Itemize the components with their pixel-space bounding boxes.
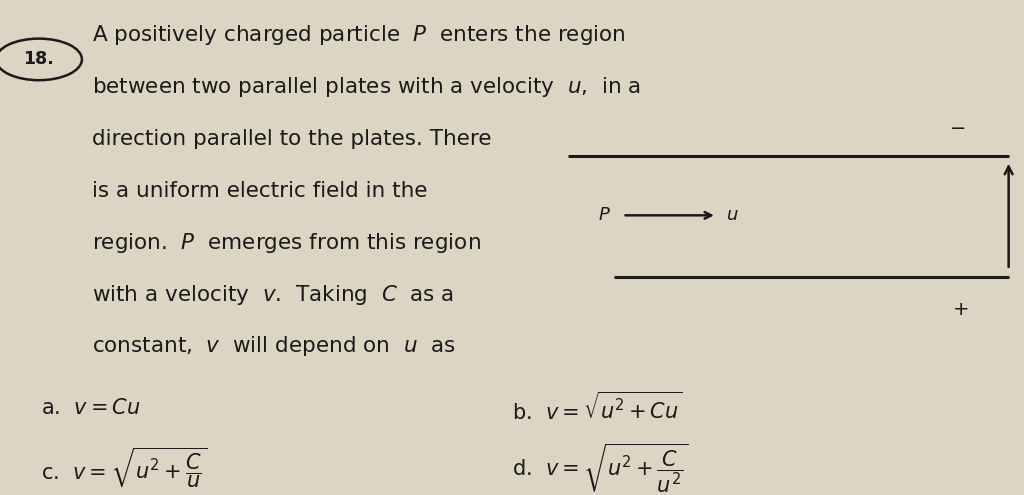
Text: A positively charged particle  $P$  enters the region: A positively charged particle $P$ enters… [92,23,626,47]
Text: constant,  $v$  will depend on  $u$  as: constant, $v$ will depend on $u$ as [92,335,456,358]
Text: with a velocity  $v$.  Taking  $C$  as a: with a velocity $v$. Taking $C$ as a [92,283,455,306]
Text: $-$: $-$ [949,117,966,136]
Text: $u$: $u$ [726,206,738,224]
Text: direction parallel to the plates. There: direction parallel to the plates. There [92,129,492,148]
Text: region.  $P$  emerges from this region: region. $P$ emerges from this region [92,231,481,254]
Text: d.  $v = \sqrt{u^2 + \dfrac{C}{u^2}}$: d. $v = \sqrt{u^2 + \dfrac{C}{u^2}}$ [512,441,688,495]
Text: b.  $v = \sqrt{u^2 + Cu}$: b. $v = \sqrt{u^2 + Cu}$ [512,392,682,425]
Text: a.  $v = Cu$: a. $v = Cu$ [41,398,140,418]
Text: 18.: 18. [24,50,54,68]
Text: is a uniform electric field in the: is a uniform electric field in the [92,181,428,200]
Text: $P$: $P$ [598,206,610,224]
Text: c.  $v = \sqrt{u^2 + \dfrac{C}{u}}$: c. $v = \sqrt{u^2 + \dfrac{C}{u}}$ [41,446,207,490]
Text: $+$: $+$ [952,300,969,319]
Text: between two parallel plates with a velocity  $u$,  in a: between two parallel plates with a veloc… [92,75,641,99]
